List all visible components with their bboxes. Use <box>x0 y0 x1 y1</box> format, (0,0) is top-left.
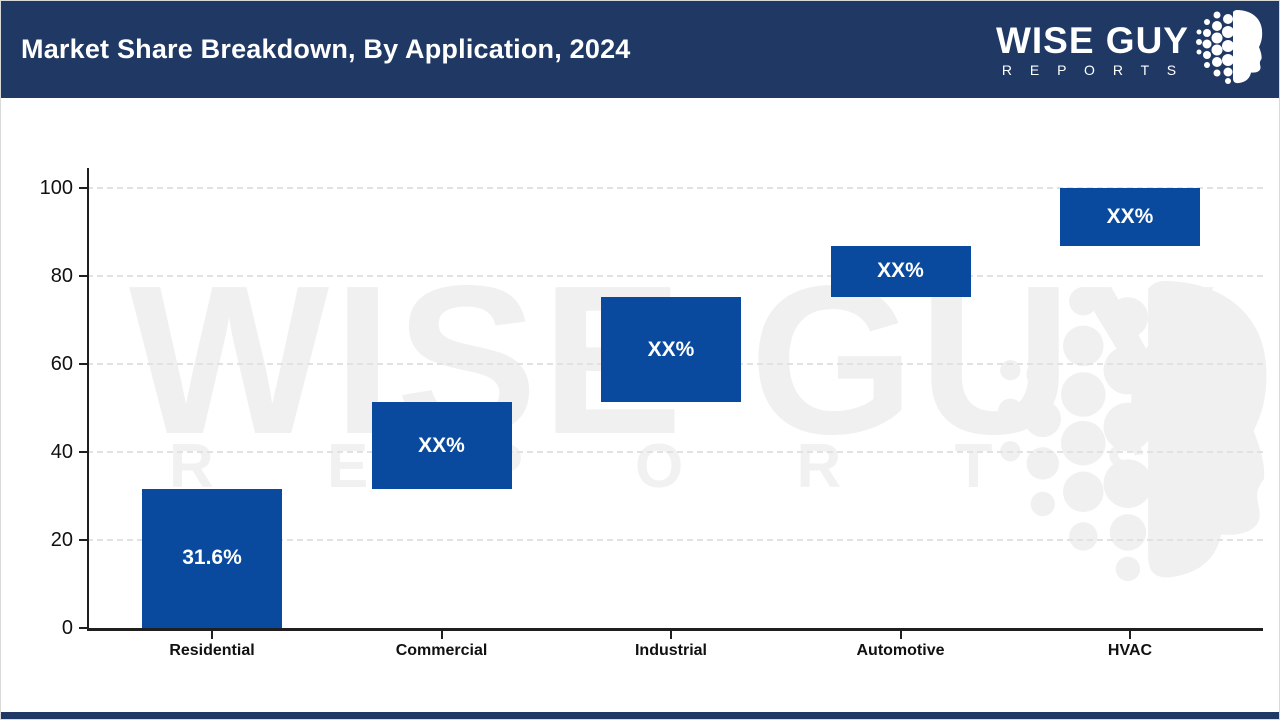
y-tick-0 <box>79 627 88 629</box>
x-tick-residential <box>211 631 213 639</box>
header-bar: Market Share Breakdown, By Application, … <box>1 1 1279 98</box>
gridline-100 <box>87 187 1263 189</box>
gridline-40 <box>87 451 1263 453</box>
x-tick-automotive <box>899 631 902 639</box>
brand-logo: WISE GUY R E P O R T S <box>996 6 1267 93</box>
y-axis-label-0: 0 <box>61 617 73 639</box>
bar-value-label: XX% <box>647 337 695 361</box>
x-tick-hvac <box>1129 631 1131 639</box>
x-axis-label-hvac: HVAC <box>1107 642 1153 659</box>
y-axis-label-60: 60 <box>50 353 73 375</box>
bar-hvac: XX% <box>1060 188 1200 246</box>
gridline-80 <box>87 275 1263 277</box>
bar-commercial: XX% <box>371 402 512 489</box>
x-axis-spine <box>87 628 1263 631</box>
brand-head-icon <box>1193 6 1267 93</box>
y-tick-80 <box>79 275 88 277</box>
x-tick-industrial <box>670 631 672 639</box>
x-axis-label-industrial: Industrial <box>634 642 707 659</box>
page-title: Market Share Breakdown, By Application, … <box>21 34 631 64</box>
y-axis-label-100: 100 <box>39 177 73 199</box>
y-axis-label-80: 80 <box>50 265 73 287</box>
watermark-head-icon <box>986 226 1279 641</box>
y-axis-spine <box>87 168 89 631</box>
y-axis-label-20: 20 <box>50 529 73 551</box>
bar-value-label: 31.6% <box>182 546 242 570</box>
gridline-20 <box>87 539 1263 541</box>
x-axis-label-commercial: Commercial <box>395 642 488 659</box>
bar-industrial: XX% <box>601 297 741 403</box>
brand-subtitle: R E P O R T S <box>1001 62 1184 78</box>
y-tick-20 <box>79 539 88 541</box>
bar-automotive: XX% <box>830 245 971 298</box>
y-tick-60 <box>79 363 88 365</box>
x-tick-commercial <box>440 631 443 639</box>
footer-bar <box>1 712 1279 719</box>
y-tick-40 <box>79 451 88 453</box>
bar-value-label: XX% <box>418 433 465 457</box>
y-tick-100 <box>79 187 88 189</box>
bar-value-label: XX% <box>1106 204 1154 228</box>
watermark-subtext: R E P O R T S <box>169 432 1195 501</box>
bar-value-label: XX% <box>877 259 924 283</box>
y-axis-label-40: 40 <box>50 441 73 463</box>
brand-name: WISE GUY <box>995 20 1189 61</box>
x-axis-label-residential: Residential <box>169 642 255 659</box>
brand-logo-text: WISE GUY R E P O R T S <box>996 22 1189 77</box>
bar-residential: 31.6% <box>142 488 282 628</box>
x-axis-label-automotive: Automotive <box>856 642 945 659</box>
